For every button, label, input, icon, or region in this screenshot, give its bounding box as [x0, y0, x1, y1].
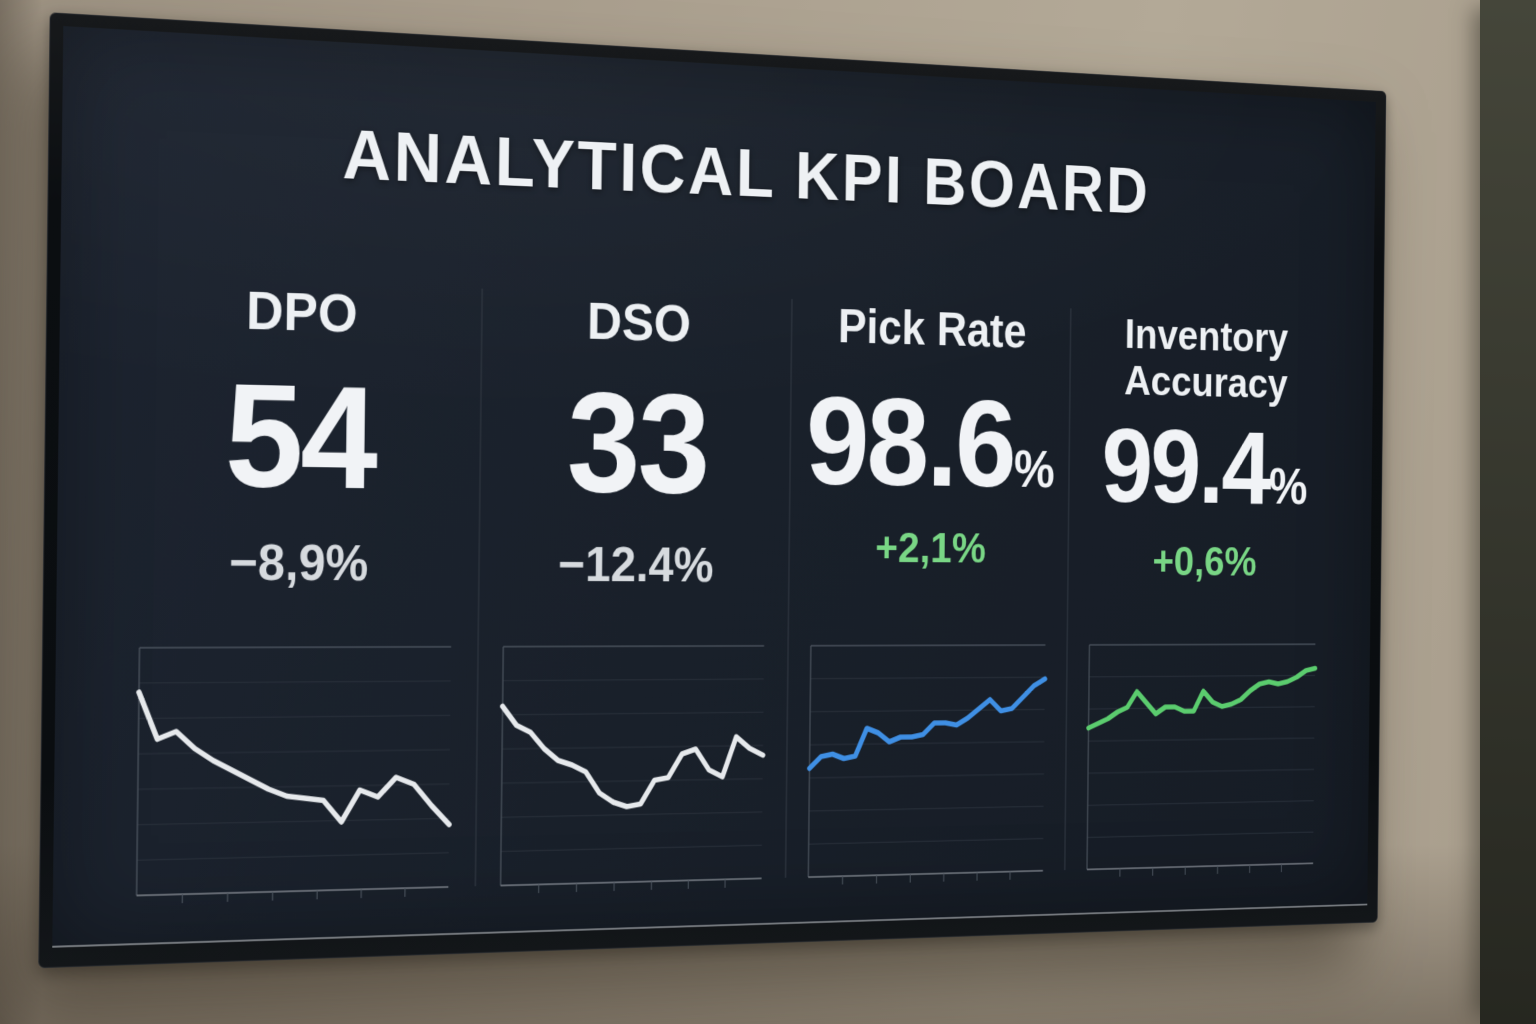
kpi-value: 33 — [566, 361, 708, 522]
kpi-delta: +2,1% — [875, 522, 987, 572]
kpi-value: 54 — [224, 352, 376, 519]
kpi-panel-dpo: DPO 54 −8,9% — [109, 276, 481, 896]
kpi-panel-dso: DSO 33 −12.4% — [474, 288, 792, 887]
kpi-name: DSO — [586, 291, 692, 353]
kpi-name: Pick Rate — [837, 299, 1027, 358]
tv-screen: ANALYTICAL KPI BOARD DPO 54 −8,9% DSO 33… — [52, 26, 1376, 946]
kpi-value: 99.4% — [1101, 407, 1308, 526]
kpi-value: 98.6% — [805, 370, 1055, 513]
kpi-name: Inventory Accuracy — [1123, 309, 1289, 407]
tv-frame: ANALYTICAL KPI BOARD DPO 54 −8,9% DSO 33… — [38, 12, 1387, 969]
kpi-panel-pick-rate: Pick Rate 98.6% +2,1% — [784, 299, 1071, 878]
wall-corner-band — [1480, 0, 1536, 1024]
kpi-delta: +0,6% — [1152, 536, 1257, 585]
dpo-sparkline-chart — [137, 647, 452, 896]
board-title: ANALYTICAL KPI BOARD — [341, 115, 1151, 229]
kpi-value-number: 54 — [223, 352, 377, 519]
kpi-value-number: 99.4 — [1101, 406, 1270, 526]
kpi-value-number: 33 — [566, 361, 709, 523]
kpi-value-suffix: % — [1013, 440, 1055, 500]
kpi-name: DPO — [245, 279, 358, 344]
kpi-value-number: 98.6 — [805, 369, 1015, 513]
kpi-panel-inventory-accuracy: Inventory Accuracy 99.4% +0,6% — [1064, 308, 1340, 870]
kpi-value-suffix: % — [1268, 458, 1308, 516]
kpi-delta: −12.4% — [557, 536, 714, 593]
inventory-accuracy-sparkline-chart — [1087, 644, 1315, 869]
kpi-columns: DPO 54 −8,9% DSO 33 −12.4% Pick Rate 98.… — [109, 276, 1340, 896]
wall-shadow-left — [0, 0, 42, 1024]
kpi-delta: −8,9% — [228, 534, 369, 592]
dso-sparkline-chart — [501, 646, 765, 886]
pick-rate-sparkline-chart — [809, 645, 1046, 877]
